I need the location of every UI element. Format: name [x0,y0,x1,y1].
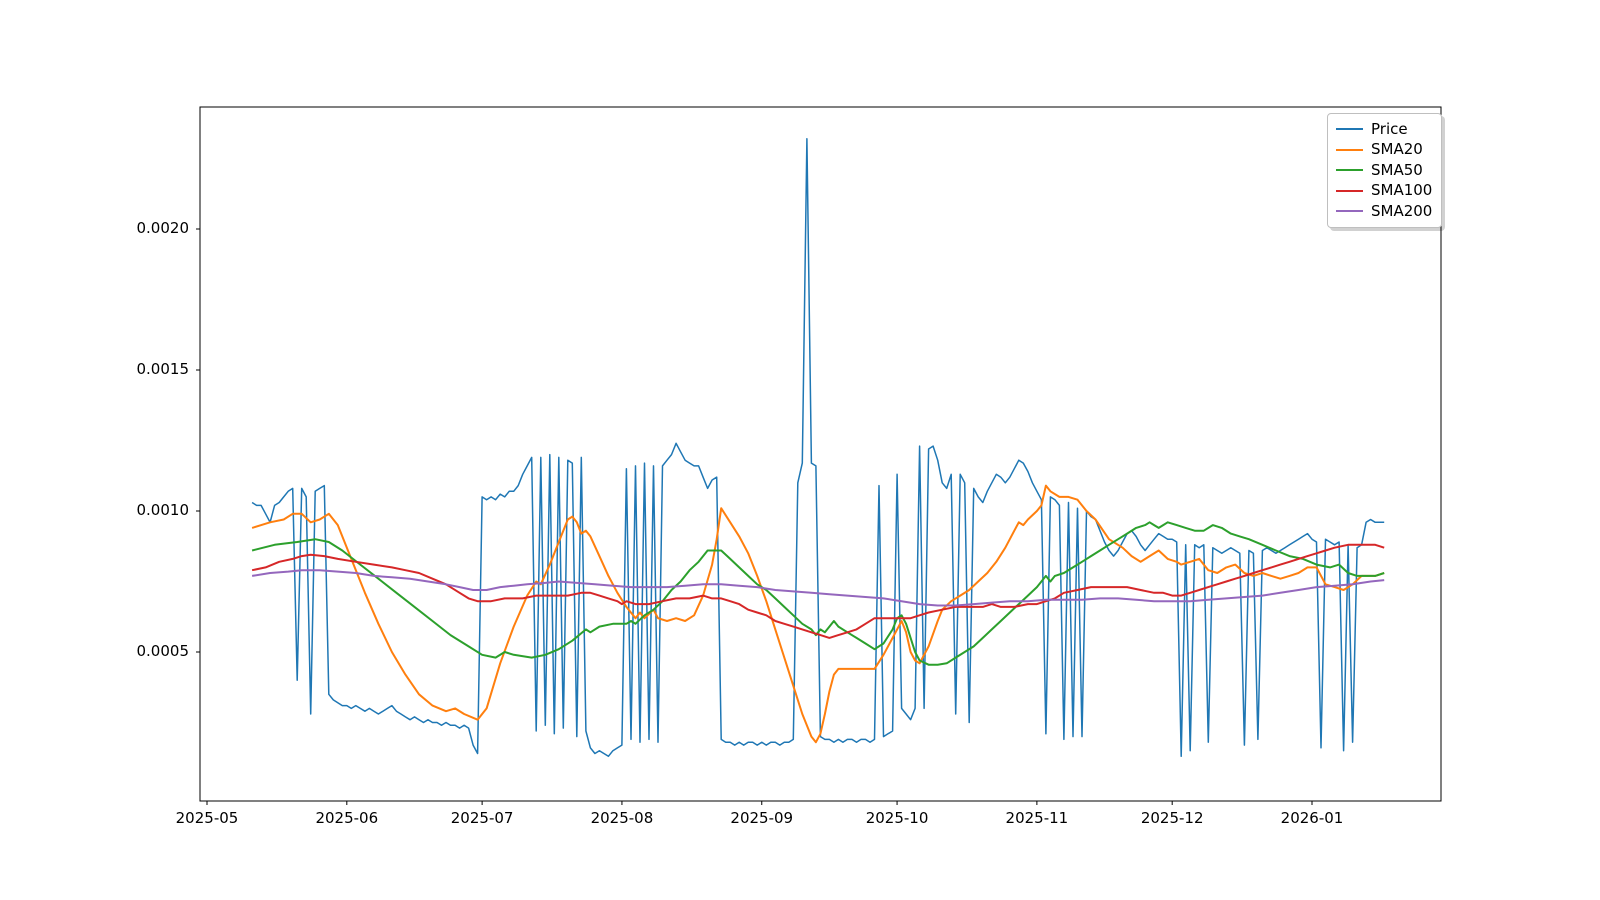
legend-label-sma100: SMA100 [1371,181,1433,200]
legend-items: Price SMA20 SMA50 SMA100 SMA200 [1336,119,1432,222]
x-tick-label-2025-08: 2025-08 [590,809,654,827]
y-tick-label-0.0010: 0.0010 [136,501,190,520]
y-tick-label-0.0015: 0.0015 [136,360,190,379]
legend: Price SMA20 SMA50 SMA100 SMA200 [1327,113,1443,228]
legend-label-sma50: SMA50 [1371,160,1423,179]
y-tick-label-0.0005: 0.0005 [136,642,190,661]
legend-label-price: Price [1371,119,1408,138]
legend-line-swatch-sma100 [1336,189,1363,192]
legend-label-sma200: SMA200 [1371,201,1433,220]
legend-line-swatch-price [1336,128,1363,131]
x-tick-label-2025-07: 2025-07 [450,809,514,827]
legend-item-sma200: SMA200 [1336,201,1432,222]
series-line-sma200 [251,569,1385,607]
legend-item-sma20: SMA20 [1336,140,1432,161]
axes-frame [199,106,1442,802]
x-tick-label-2025-09: 2025-09 [730,809,794,827]
x-tick-label-2025-11: 2025-11 [1005,809,1069,827]
legend-item-sma100: SMA100 [1336,181,1432,202]
series-line-sma100 [251,543,1385,639]
legend-item-sma50: SMA50 [1336,160,1432,181]
x-tick-label-2025-05: 2025-05 [175,809,239,827]
legend-line-swatch-sma50 [1336,169,1363,172]
x-tick-label-2025-06: 2025-06 [315,809,379,827]
x-tick-label-2025-12: 2025-12 [1140,809,1204,827]
legend-line-swatch-sma200 [1336,210,1363,213]
legend-line-swatch-sma20 [1336,148,1363,151]
series-line-sma50 [251,521,1385,666]
x-tick-label-2026-01: 2026-01 [1280,809,1344,827]
legend-item-price: Price [1336,119,1432,140]
series-line-price [251,138,1385,758]
legend-label-sma20: SMA20 [1371,140,1423,159]
y-tick-label-0.0020: 0.0020 [136,219,190,238]
x-tick-label-2025-10: 2025-10 [865,809,929,827]
